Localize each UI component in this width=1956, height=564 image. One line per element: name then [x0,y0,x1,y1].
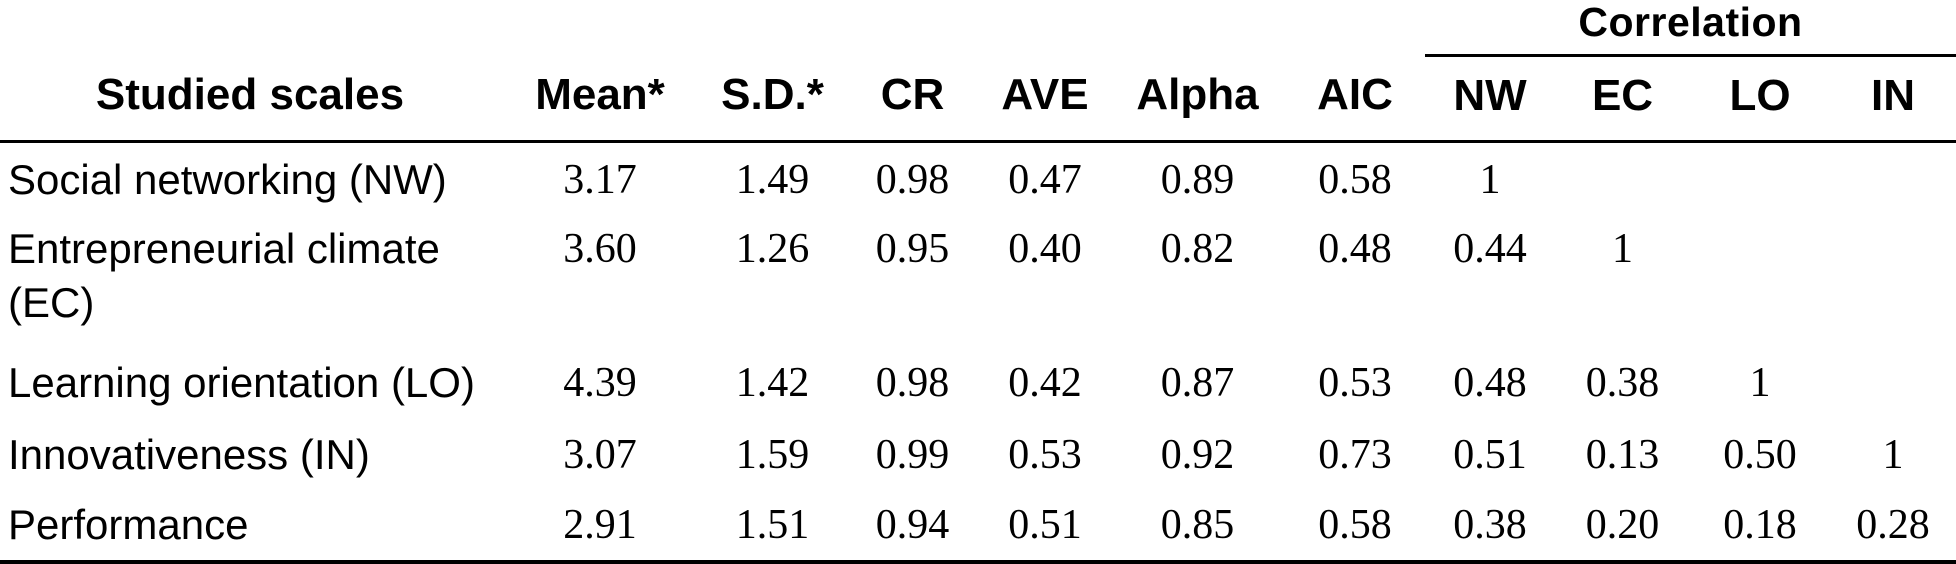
table-row-innovativeness: Innovativeness (IN) 3.07 1.59 0.99 0.53 … [0,419,1956,490]
correlation-group-label: Correlation [1578,0,1803,45]
value-cell-corr-ec: 0.20 [1555,490,1690,564]
value-cell-mean: 3.17 [563,156,637,203]
value-cell-ave: 0.51 [980,490,1110,564]
value-cell-corr-ec [1555,142,1690,217]
value-cell-aic: 0.48 [1318,226,1392,272]
value-cell-corr-ec: 1 [1612,226,1633,272]
value-cell-cr: 0.95 [875,226,950,272]
value-cell-ave: 0.53 [1008,431,1082,478]
row-label: Performance [0,490,500,564]
value-cell-cr: 0.98 [875,360,950,406]
column-header-ave: AVE [980,55,1110,143]
value-cell-corr-in: 0.28 [1830,490,1956,564]
value-cell-corr-nw: 0.38 [1425,490,1555,564]
value-cell-mean: 4.39 [563,360,637,406]
value-cell-corr-nw: 1 [1479,156,1501,203]
value-cell-cr: 0.94 [845,490,980,564]
correlation-header-spacer [0,0,1425,56]
column-header-lo: LO [1690,55,1830,143]
correlation-group-row: Correlation [0,0,1956,57]
value-cell-aic: 0.53 [1318,360,1392,406]
column-header-in: IN [1830,55,1956,143]
value-cell-corr-in [1830,142,1956,217]
row-label: Entrepreneurial climate (EC) [8,225,440,326]
column-header-mean: Mean* [500,55,700,143]
value-cell-aic: 0.58 [1318,156,1392,203]
value-cell-corr-ec: 0.38 [1585,360,1660,406]
row-label: Innovativeness (IN) [8,430,370,478]
value-cell-alpha: 0.89 [1160,156,1235,203]
value-cell-corr-ec: 0.13 [1585,431,1660,478]
table-row-entrepreneurial-climate: Entrepreneurial climate (EC) 3.60 1.26 0… [0,216,1956,347]
value-cell-alpha: 0.92 [1160,431,1235,478]
column-header-nw: NW [1425,55,1555,143]
value-cell-corr-nw: 0.48 [1453,360,1527,406]
value-cell-alpha: 0.85 [1110,490,1285,564]
column-header-cr: CR [845,55,980,143]
value-cell-mean: 3.07 [563,431,637,478]
value-cell-alpha: 0.87 [1160,360,1235,406]
value-cell-cr: 0.99 [875,431,950,478]
row-label: Social networking (NW) [8,155,447,203]
value-cell-corr-lo [1690,216,1830,347]
value-cell-sd: 1.59 [735,431,810,478]
value-cell-mean: 2.91 [500,490,700,564]
value-cell-corr-in [1830,347,1956,419]
column-header-studied-scales: Studied scales [0,55,500,143]
value-cell-corr-lo [1690,142,1830,217]
table-row-learning-orientation: Learning orientation (LO) 4.39 1.42 0.98… [0,347,1956,419]
value-cell-corr-in: 1 [1882,431,1904,478]
value-cell-sd: 1.49 [735,156,810,203]
column-header-ec: EC [1555,55,1690,143]
value-cell-sd: 1.42 [735,360,810,406]
column-header-aic: AIC [1285,55,1425,143]
value-cell-alpha: 0.82 [1160,226,1235,272]
value-cell-ave: 0.47 [1008,156,1082,203]
value-cell-corr-lo: 0.18 [1690,490,1830,564]
table-row-social-networking: Social networking (NW) 3.17 1.49 0.98 0.… [0,142,1956,217]
correlation-group-header: Correlation [1425,0,1956,57]
column-header-row: Studied scales Mean* S.D.* CR AVE Alpha … [0,55,1956,143]
value-cell-corr-nw: 0.51 [1453,431,1527,478]
value-cell-cr: 0.98 [875,156,950,203]
value-cell-aic: 0.73 [1318,431,1392,478]
value-cell-aic: 0.58 [1285,490,1425,564]
value-cell-sd: 1.26 [735,226,810,272]
value-cell-corr-in [1830,216,1956,347]
column-header-sd: S.D.* [700,55,845,143]
value-cell-ave: 0.42 [1008,360,1082,406]
value-cell-corr-lo: 1 [1749,360,1771,406]
value-cell-corr-lo: 0.50 [1723,431,1797,478]
value-cell-ave: 0.40 [1008,226,1082,272]
table-row-performance: Performance 2.91 1.51 0.94 0.51 0.85 0.5… [0,490,1956,564]
value-cell-sd: 1.51 [700,490,845,564]
row-label: Learning orientation (LO) [8,359,475,406]
value-cell-mean: 3.60 [563,226,637,272]
column-header-alpha: Alpha [1110,55,1285,143]
value-cell-corr-nw: 0.44 [1453,226,1527,272]
